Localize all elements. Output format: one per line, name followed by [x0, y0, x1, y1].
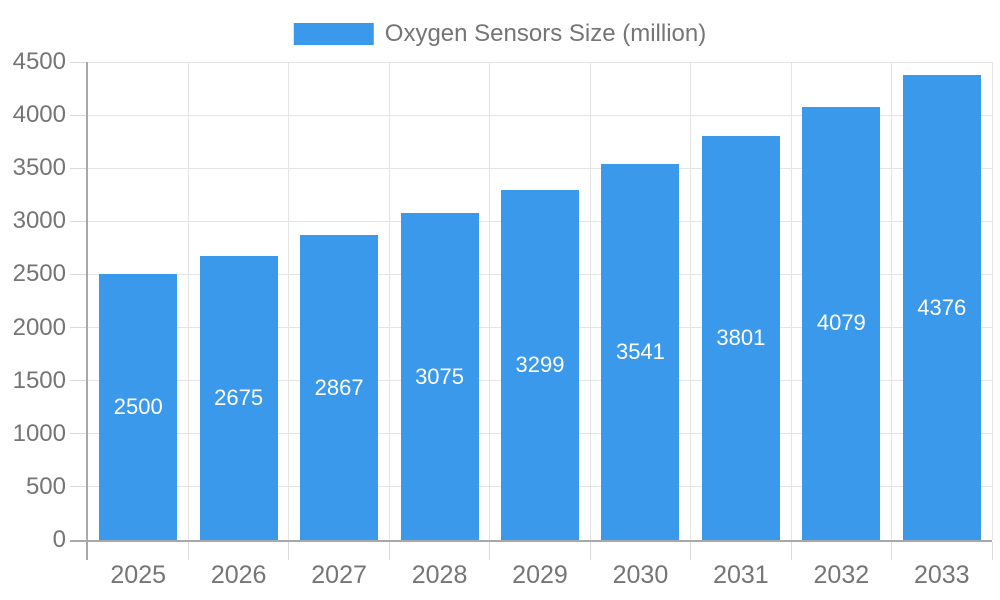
y-tick-label: 4000 [12, 101, 66, 129]
bar-2026[interactable]: 2675 [199, 255, 278, 540]
bar-2027[interactable]: 2867 [300, 235, 379, 540]
y-tick-label: 4500 [12, 48, 66, 75]
y-gridline [88, 61, 992, 63]
bar-2031[interactable]: 3801 [701, 136, 780, 540]
x-gridline [589, 62, 591, 540]
y-axis-line [86, 62, 88, 560]
x-axis-tick [891, 542, 893, 560]
x-gridline [489, 62, 491, 540]
x-axis-tick [790, 542, 792, 560]
x-tick-label-2028: 2028 [411, 561, 468, 589]
bar-value-label: 3801 [716, 325, 766, 351]
y-tick-label: 2000 [12, 313, 66, 341]
x-tick-label-2027: 2027 [311, 561, 367, 589]
bar-value-label: 4376 [917, 294, 967, 320]
x-tick-label-2026: 2026 [210, 561, 267, 589]
bar-2030[interactable]: 3541 [601, 163, 680, 540]
legend[interactable]: Oxygen Sensors Size (million) [293, 20, 707, 48]
x-axis-line [70, 540, 992, 542]
x-axis-tick [991, 542, 993, 560]
x-tick-label-2032: 2032 [813, 561, 870, 589]
y-axis-tick [70, 114, 88, 116]
y-axis-tick [70, 327, 88, 329]
bar-value-label: 3299 [515, 351, 565, 377]
bar-value-label: 4079 [816, 310, 866, 336]
y-tick-label: 1500 [12, 366, 66, 394]
x-tick-label-2025: 2025 [110, 561, 167, 589]
y-tick-label: 500 [25, 472, 66, 500]
bar-2028[interactable]: 3075 [400, 213, 479, 540]
x-gridline [891, 62, 893, 540]
y-tick-label: 0 [52, 526, 66, 553]
x-tick-label-2033: 2033 [913, 561, 970, 589]
x-gridline [187, 62, 189, 540]
x-tick-label-2030: 2030 [612, 561, 669, 589]
x-gridline [288, 62, 290, 540]
bar-2025[interactable]: 2500 [99, 274, 178, 540]
y-gridline [88, 114, 992, 116]
x-axis-tick [288, 542, 290, 560]
y-tick-label: 3500 [12, 154, 66, 182]
x-tick-label-2029: 2029 [512, 561, 568, 589]
bar-value-label: 2675 [214, 384, 264, 410]
y-axis-tick [70, 167, 88, 169]
bar-value-label: 2867 [314, 374, 364, 400]
x-gridline [690, 62, 692, 540]
bar-2033[interactable]: 4376 [902, 75, 981, 540]
x-tick-label-2031: 2031 [713, 561, 769, 589]
y-axis-tick [70, 220, 88, 222]
y-axis-tick [70, 486, 88, 488]
legend-label: Oxygen Sensors Size (million) [384, 20, 707, 47]
y-gridline [88, 167, 992, 169]
x-axis-tick [589, 542, 591, 560]
y-axis-tick [70, 380, 88, 382]
y-axis-tick [70, 433, 88, 435]
x-axis-tick [489, 542, 491, 560]
bar-2032[interactable]: 4079 [802, 106, 881, 540]
y-axis-tick [70, 61, 88, 63]
bar-value-label: 2500 [113, 394, 163, 420]
y-tick-label: 3000 [12, 207, 66, 235]
bar-value-label: 3075 [415, 363, 465, 389]
bar-2029[interactable]: 3299 [501, 189, 579, 540]
x-gridline [790, 62, 792, 540]
x-axis-tick [388, 542, 390, 560]
x-axis-tick [690, 542, 692, 560]
legend-swatch [293, 23, 374, 45]
x-axis-tick [187, 542, 189, 560]
x-gridline [991, 62, 993, 540]
y-tick-label: 2500 [12, 260, 66, 288]
x-gridline [388, 62, 390, 540]
y-tick-label: 1000 [12, 419, 66, 447]
bar-value-label: 3541 [615, 338, 665, 364]
y-axis-tick [70, 273, 88, 275]
